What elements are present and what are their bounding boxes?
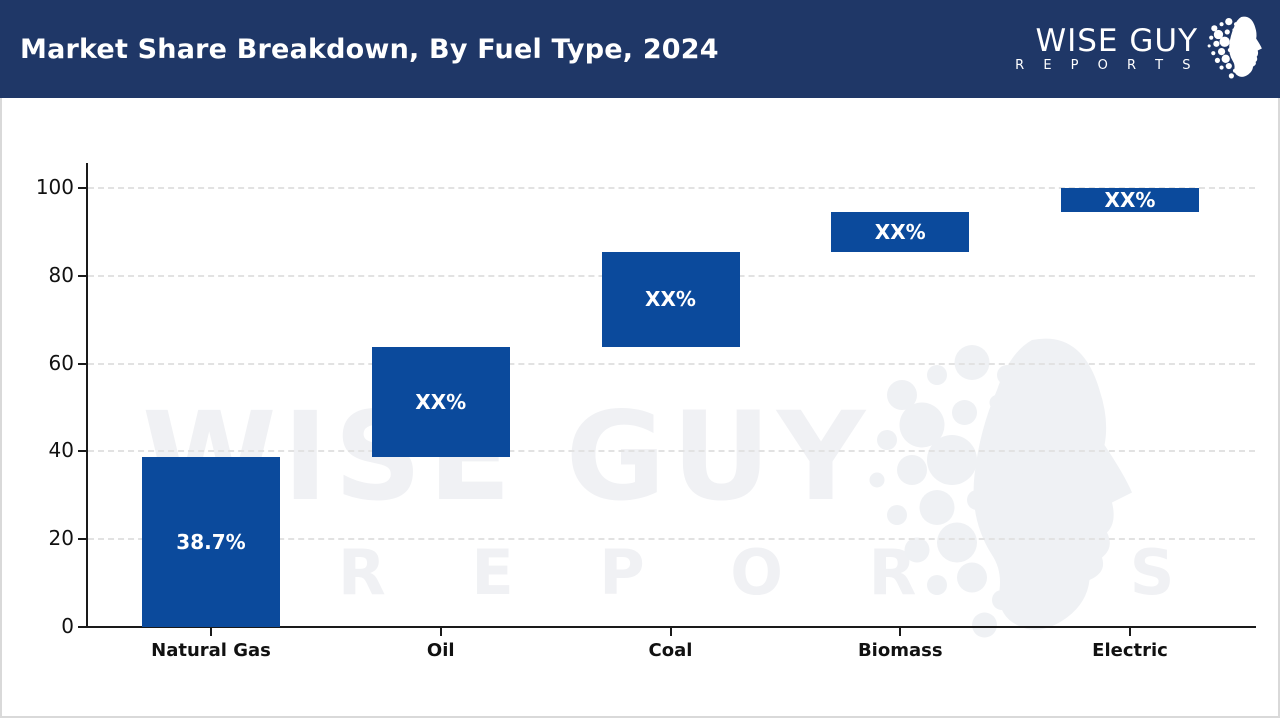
content-border-right [1278, 98, 1280, 718]
y-tick-label: 0 [61, 614, 74, 638]
y-tick-label: 20 [48, 526, 74, 551]
gridline-100 [88, 187, 1255, 189]
x-tick-label: Natural Gas [151, 640, 271, 661]
bar-oil: XX% [371, 347, 510, 458]
y-tick [78, 626, 87, 628]
y-tick-label: 40 [48, 438, 74, 463]
y-tick [78, 362, 87, 365]
x-tick [439, 628, 442, 636]
bar-electric: XX% [1061, 188, 1199, 213]
bar-value-label: XX% [645, 287, 696, 312]
content-border-bottom [0, 716, 1280, 718]
bar-value-label: XX% [415, 390, 467, 415]
gridline-60 [88, 362, 1255, 365]
x-tick-label: Coal [648, 640, 693, 661]
wise-guy-logo: WISE GUY R E P O R T S [1011, 7, 1280, 91]
x-axis-line [86, 626, 1256, 628]
x-tick [899, 628, 902, 636]
y-tick [78, 274, 87, 277]
content-border-left [0, 98, 2, 718]
bar-value-label: XX% [874, 219, 926, 244]
x-tick [1129, 628, 1131, 636]
header-band: Market Share Breakdown, By Fuel Type, 20… [0, 0, 1280, 98]
x-tick-label: Electric [1092, 640, 1168, 661]
page-title: Market Share Breakdown, By Fuel Type, 20… [20, 33, 719, 65]
gridline-40 [88, 450, 1255, 453]
bar-natural-gas: 38.7% [142, 457, 280, 627]
bar-value-label: XX% [1104, 188, 1156, 213]
y-tick [78, 187, 87, 189]
logo-text: WISE GUY R E P O R T S [1011, 25, 1198, 74]
x-tick-label: Biomass [857, 640, 943, 661]
x-tick-label: Oil [426, 640, 455, 661]
bar-value-label: 38.7% [176, 530, 246, 555]
y-tick [78, 450, 87, 453]
logo-subtitle: R E P O R T S [1015, 58, 1198, 74]
y-tick-label: 80 [48, 262, 74, 287]
y-tick-label: 60 [48, 350, 74, 375]
y-tick-label: 100 [35, 175, 74, 199]
gridline-20 [88, 538, 1255, 541]
bar-coal: XX% [601, 251, 740, 348]
y-tick [78, 538, 87, 541]
bar-biomass: XX% [831, 212, 970, 252]
logo-wordmark: WISE GUY [1035, 22, 1198, 59]
x-tick [669, 628, 672, 636]
y-axis-line [86, 163, 88, 628]
x-tick [210, 628, 212, 636]
